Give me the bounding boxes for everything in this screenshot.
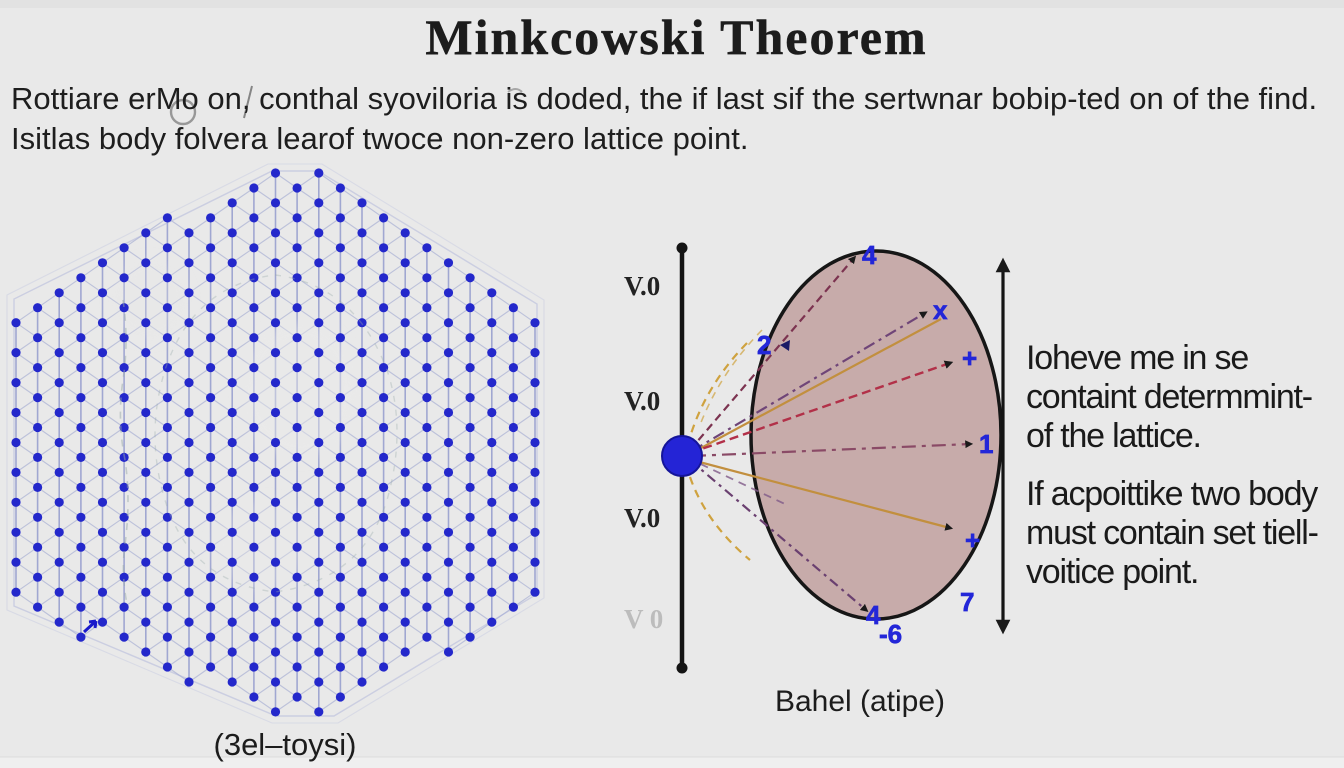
svg-text:+: + xyxy=(962,343,977,373)
svg-text:V.0: V.0 xyxy=(624,503,660,533)
svg-text:1: 1 xyxy=(979,429,993,459)
svg-text:2: 2 xyxy=(757,330,771,360)
svg-text:V 0: V 0 xyxy=(624,604,663,634)
svg-text:-6: -6 xyxy=(879,619,902,649)
svg-text:4: 4 xyxy=(866,600,881,630)
svg-text:+: + xyxy=(965,525,980,555)
svg-text:x: x xyxy=(933,295,948,325)
svg-text:V.0: V.0 xyxy=(624,386,660,416)
svg-text:V.0: V.0 xyxy=(624,271,660,301)
svg-text:7: 7 xyxy=(960,587,974,617)
svg-text:4: 4 xyxy=(862,240,877,270)
